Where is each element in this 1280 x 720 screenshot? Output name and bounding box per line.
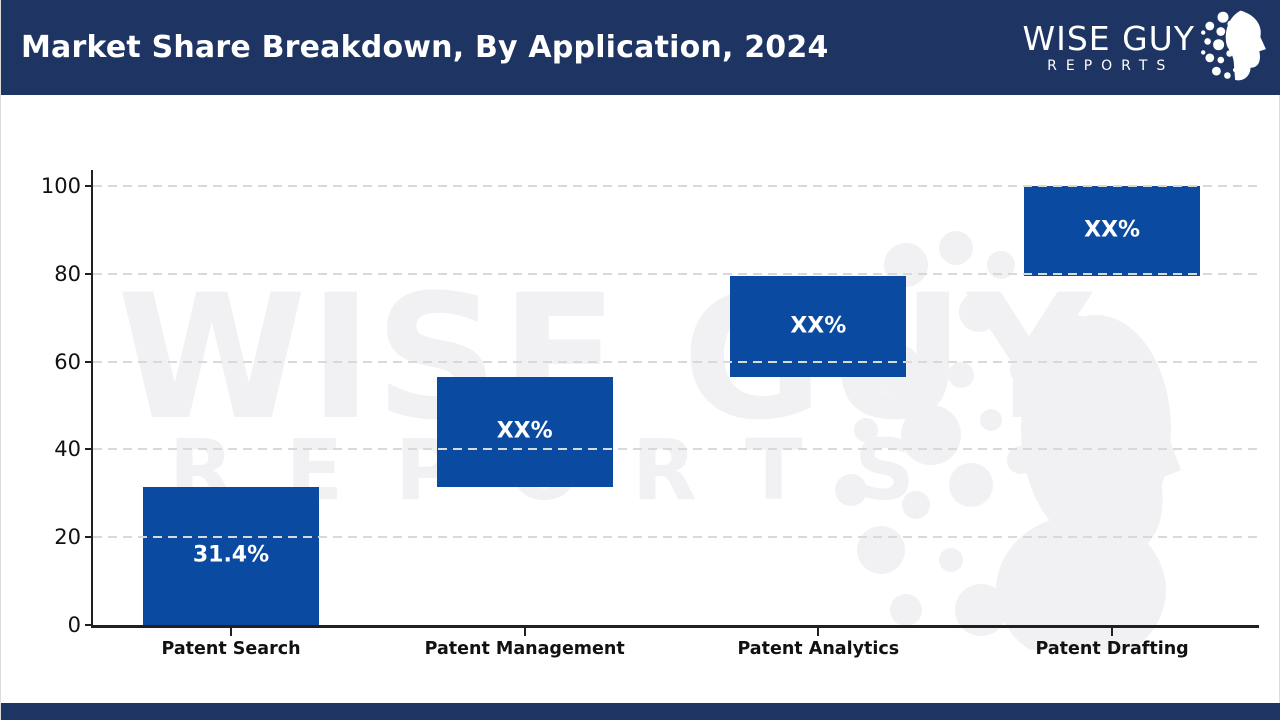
- gridline: [93, 185, 1259, 187]
- wise-guy-reports-logo: WISE GUY REPORTS: [1022, 0, 1267, 95]
- y-tick-label: 80: [54, 261, 81, 286]
- y-tick-label: 60: [54, 349, 81, 374]
- x-tick-mark: [230, 628, 232, 636]
- logo-wiseguy-text: WISE GUY: [1022, 18, 1195, 58]
- y-tick-mark: [85, 272, 93, 275]
- x-tick-mark: [817, 628, 820, 636]
- x-axis-line: [91, 625, 1259, 628]
- bar-segment: XX%: [1024, 186, 1201, 277]
- y-tick-label: 40: [54, 437, 81, 462]
- gridline: [93, 448, 1259, 451]
- bar-segment: 31.4%: [143, 487, 319, 625]
- y-tick-mark: [85, 448, 93, 451]
- bar-value-label: 31.4%: [192, 542, 270, 568]
- y-tick-label: 100: [40, 174, 81, 198]
- x-tick-mark: [523, 628, 526, 636]
- y-tick-label: 0: [67, 613, 81, 637]
- bar-segment: XX%: [730, 276, 907, 378]
- y-tick-mark: [85, 536, 93, 539]
- y-tick-mark: [85, 624, 93, 626]
- header-bar: Market Share Breakdown, By Application, …: [1, 0, 1280, 95]
- gridline: [93, 360, 1259, 363]
- footer-bar: [1, 703, 1280, 720]
- y-axis-line: [91, 170, 93, 627]
- logo-reports-text: REPORTS: [1047, 57, 1175, 74]
- gridline: [93, 272, 1259, 275]
- y-tick-label: 20: [54, 525, 81, 550]
- gridline: [93, 536, 1259, 539]
- y-tick-mark: [85, 360, 93, 363]
- bar-value-label: XX%: [1084, 217, 1141, 243]
- x-category-label: Patent Search: [161, 639, 301, 659]
- bar-segment: XX%: [436, 377, 613, 488]
- x-category-label: Patent Drafting: [1035, 639, 1189, 659]
- bar-value-label: XX%: [790, 313, 847, 339]
- x-category-label: Patent Analytics: [737, 639, 900, 659]
- y-tick-mark: [85, 185, 93, 187]
- x-category-label: Patent Management: [424, 639, 625, 659]
- logo-head-icon: [1201, 10, 1266, 80]
- bar-value-label: XX%: [496, 418, 553, 444]
- x-tick-mark: [1111, 628, 1114, 636]
- logo-text: WISE GUY REPORTS: [1022, 18, 1195, 74]
- chart-title: Market Share Breakdown, By Application, …: [21, 30, 829, 65]
